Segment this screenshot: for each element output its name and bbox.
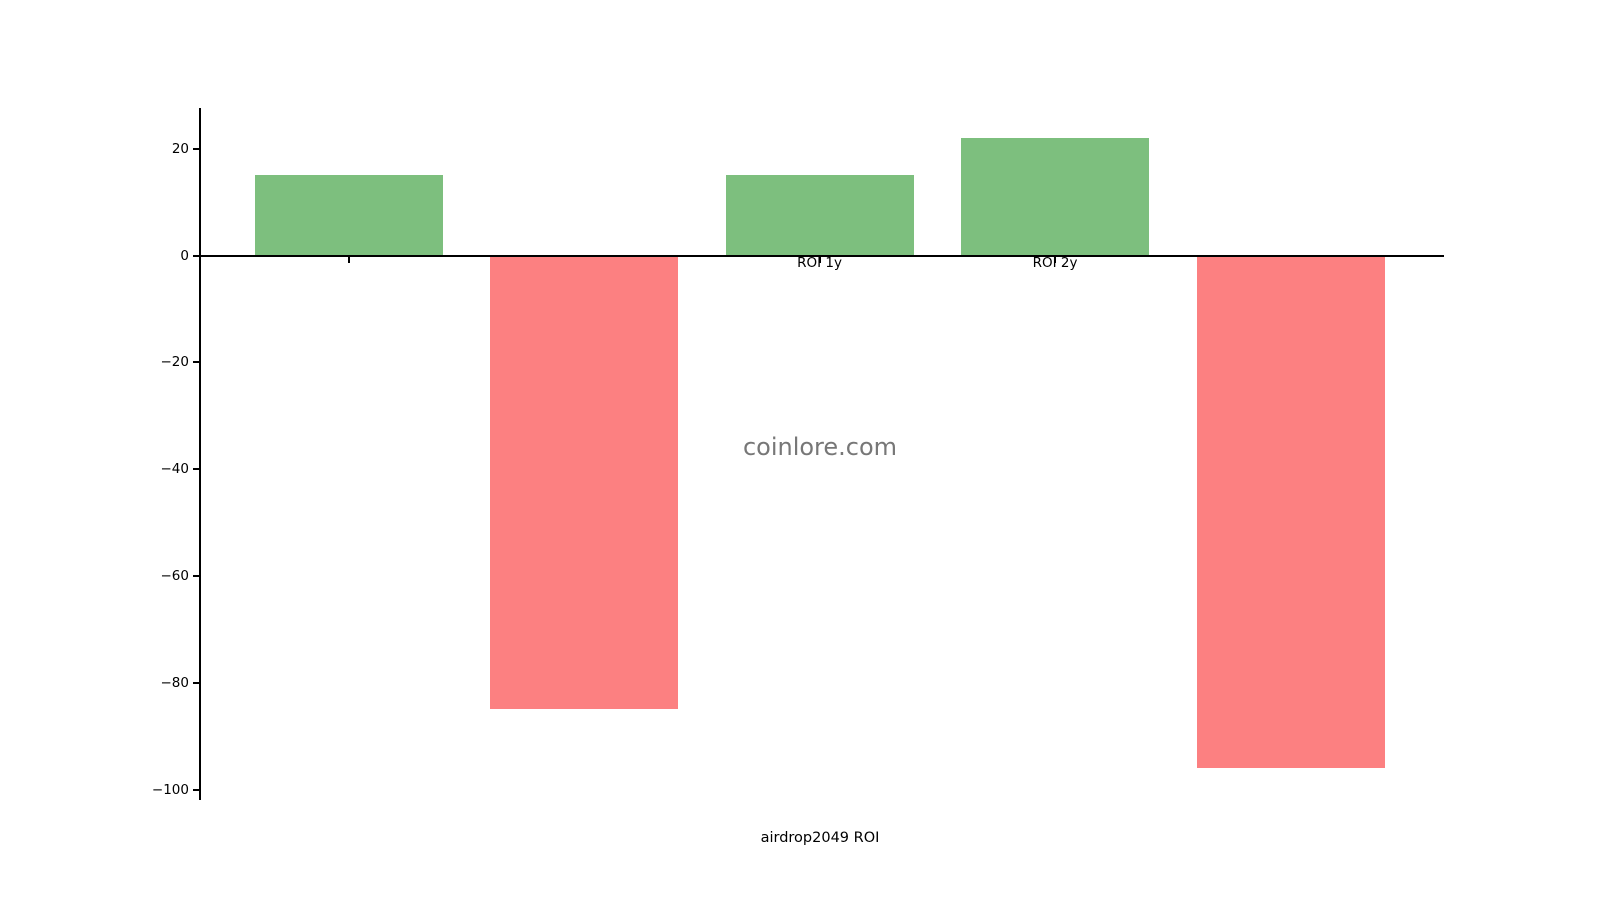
y-tick-label: 0 (180, 247, 189, 264)
chart-title: airdrop2049 ROI (760, 830, 880, 846)
watermark: coinlore.com (742, 433, 898, 461)
x-tick-label: ROI 2y (1032, 254, 1078, 271)
y-tick-label: −20 (160, 354, 190, 371)
x-tick (347, 255, 350, 263)
y-tick-label: 20 (171, 140, 189, 157)
y-axis-spine (199, 108, 201, 800)
bar (725, 175, 914, 256)
y-tick-label: −100 (151, 781, 189, 798)
y-tick-label: −60 (160, 567, 190, 584)
y-tick (193, 788, 200, 791)
y-tick (193, 254, 200, 257)
bar (490, 255, 678, 710)
y-tick (193, 361, 200, 364)
y-tick (193, 574, 200, 577)
y-tick (193, 468, 200, 471)
y-tick (193, 147, 200, 150)
y-tick-label: −40 (160, 461, 190, 478)
bar (961, 138, 1149, 256)
y-tick-label: −80 (160, 674, 190, 691)
x-tick-label: ROI 1y (797, 254, 842, 271)
x-tick (818, 255, 821, 263)
bar (254, 175, 443, 256)
y-tick (193, 681, 200, 684)
bar (1196, 255, 1385, 769)
x-axis-line (199, 254, 1444, 257)
x-tick (1054, 255, 1056, 263)
